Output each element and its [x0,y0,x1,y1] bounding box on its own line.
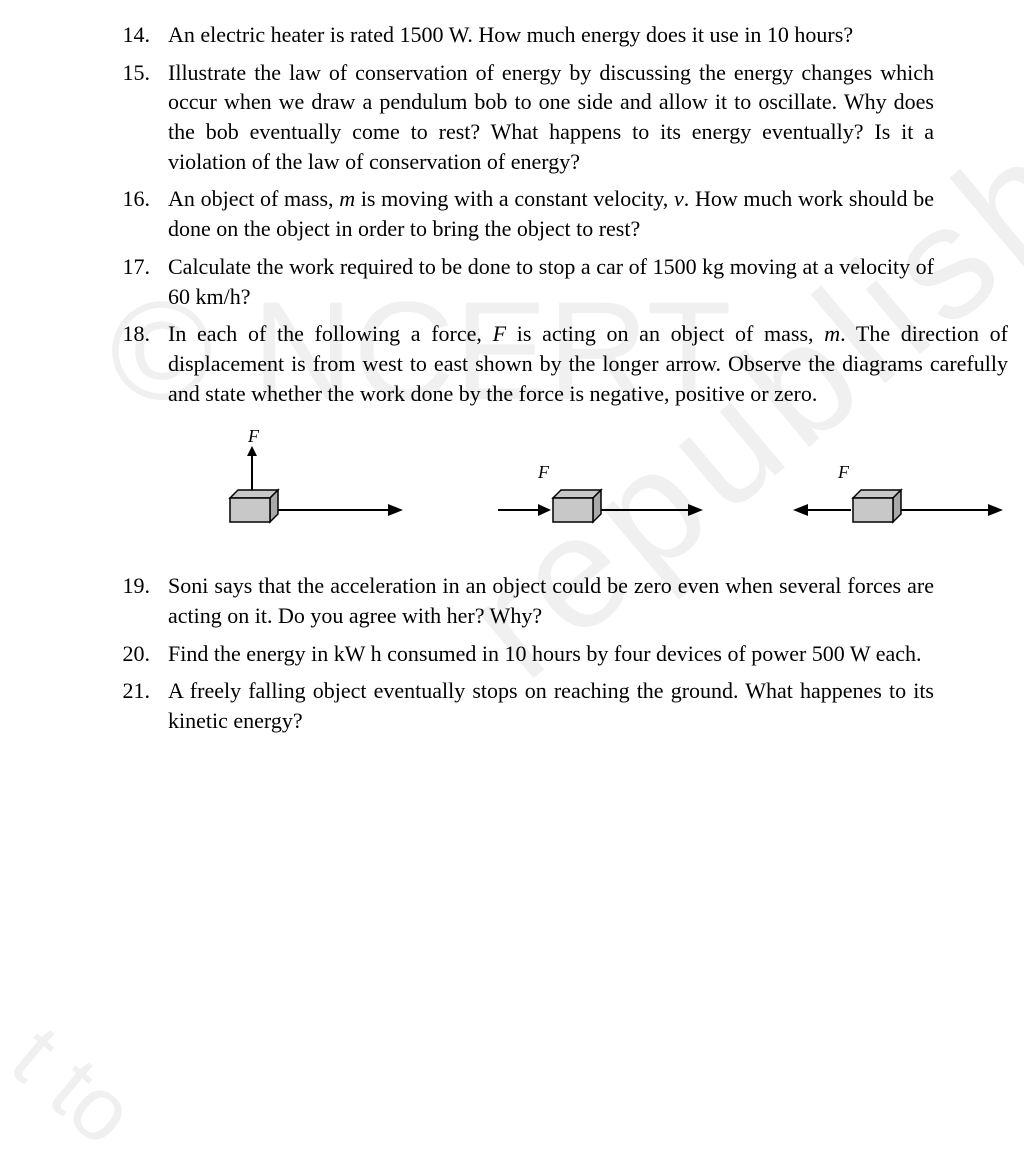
question-number: 20. [90,639,168,669]
question-text: An electric heater is rated 1500 W. How … [168,20,934,50]
question-number: 17. [90,252,168,311]
displacement-arrow-head [388,504,403,516]
diagram-case-b: F [488,428,708,538]
page: © NCERT republished t to 14. An electric… [0,0,1024,1158]
question-text: An object of mass, m is moving with a co… [168,184,934,243]
question-list: 14. An electric heater is rated 1500 W. … [90,20,934,736]
question-number: 18. [90,319,168,563]
force-arrow-head [247,446,257,456]
displacement-arrow-head [988,504,1003,516]
question-number: 16. [90,184,168,243]
mass-box [553,490,601,522]
watermark-not-to: t to [0,1007,154,1166]
question-text: A freely falling object eventually stops… [168,676,934,735]
question-19: 19. Soni says that the acceleration in a… [90,571,934,630]
question-16: 16. An object of mass, m is moving with … [90,184,934,243]
diagram-row: F [208,428,1008,538]
question-text: Calculate the work required to be done t… [168,252,934,311]
question-21: 21. A freely falling object eventually s… [90,676,934,735]
force-label: F [247,428,260,446]
question-text: In each of the following a force, F is a… [168,319,1008,563]
force-label: F [837,462,850,482]
question-text: Illustrate the law of conservation of en… [168,58,934,177]
displacement-arrow-head [688,504,703,516]
question-text: Soni says that the acceleration in an ob… [168,571,934,630]
question-17: 17. Calculate the work required to be do… [90,252,934,311]
mass-box [853,490,901,522]
force-arrow-head [793,504,808,516]
question-number: 15. [90,58,168,177]
question-20: 20. Find the energy in kW h consumed in … [90,639,934,669]
question-number: 21. [90,676,168,735]
question-18: 18. In each of the following a force, F … [90,319,934,563]
question-14: 14. An electric heater is rated 1500 W. … [90,20,934,50]
force-arrow-head [538,504,551,516]
question-number: 14. [90,20,168,50]
question-text-inner: In each of the following a force, F is a… [168,321,1008,405]
question-text: Find the energy in kW h consumed in 10 h… [168,639,934,669]
question-15: 15. Illustrate the law of conservation o… [90,58,934,177]
mass-box [230,490,278,522]
diagram-case-a: F [208,428,408,538]
question-number: 19. [90,571,168,630]
force-label: F [537,462,550,482]
diagram-case-c: F [788,428,1008,538]
